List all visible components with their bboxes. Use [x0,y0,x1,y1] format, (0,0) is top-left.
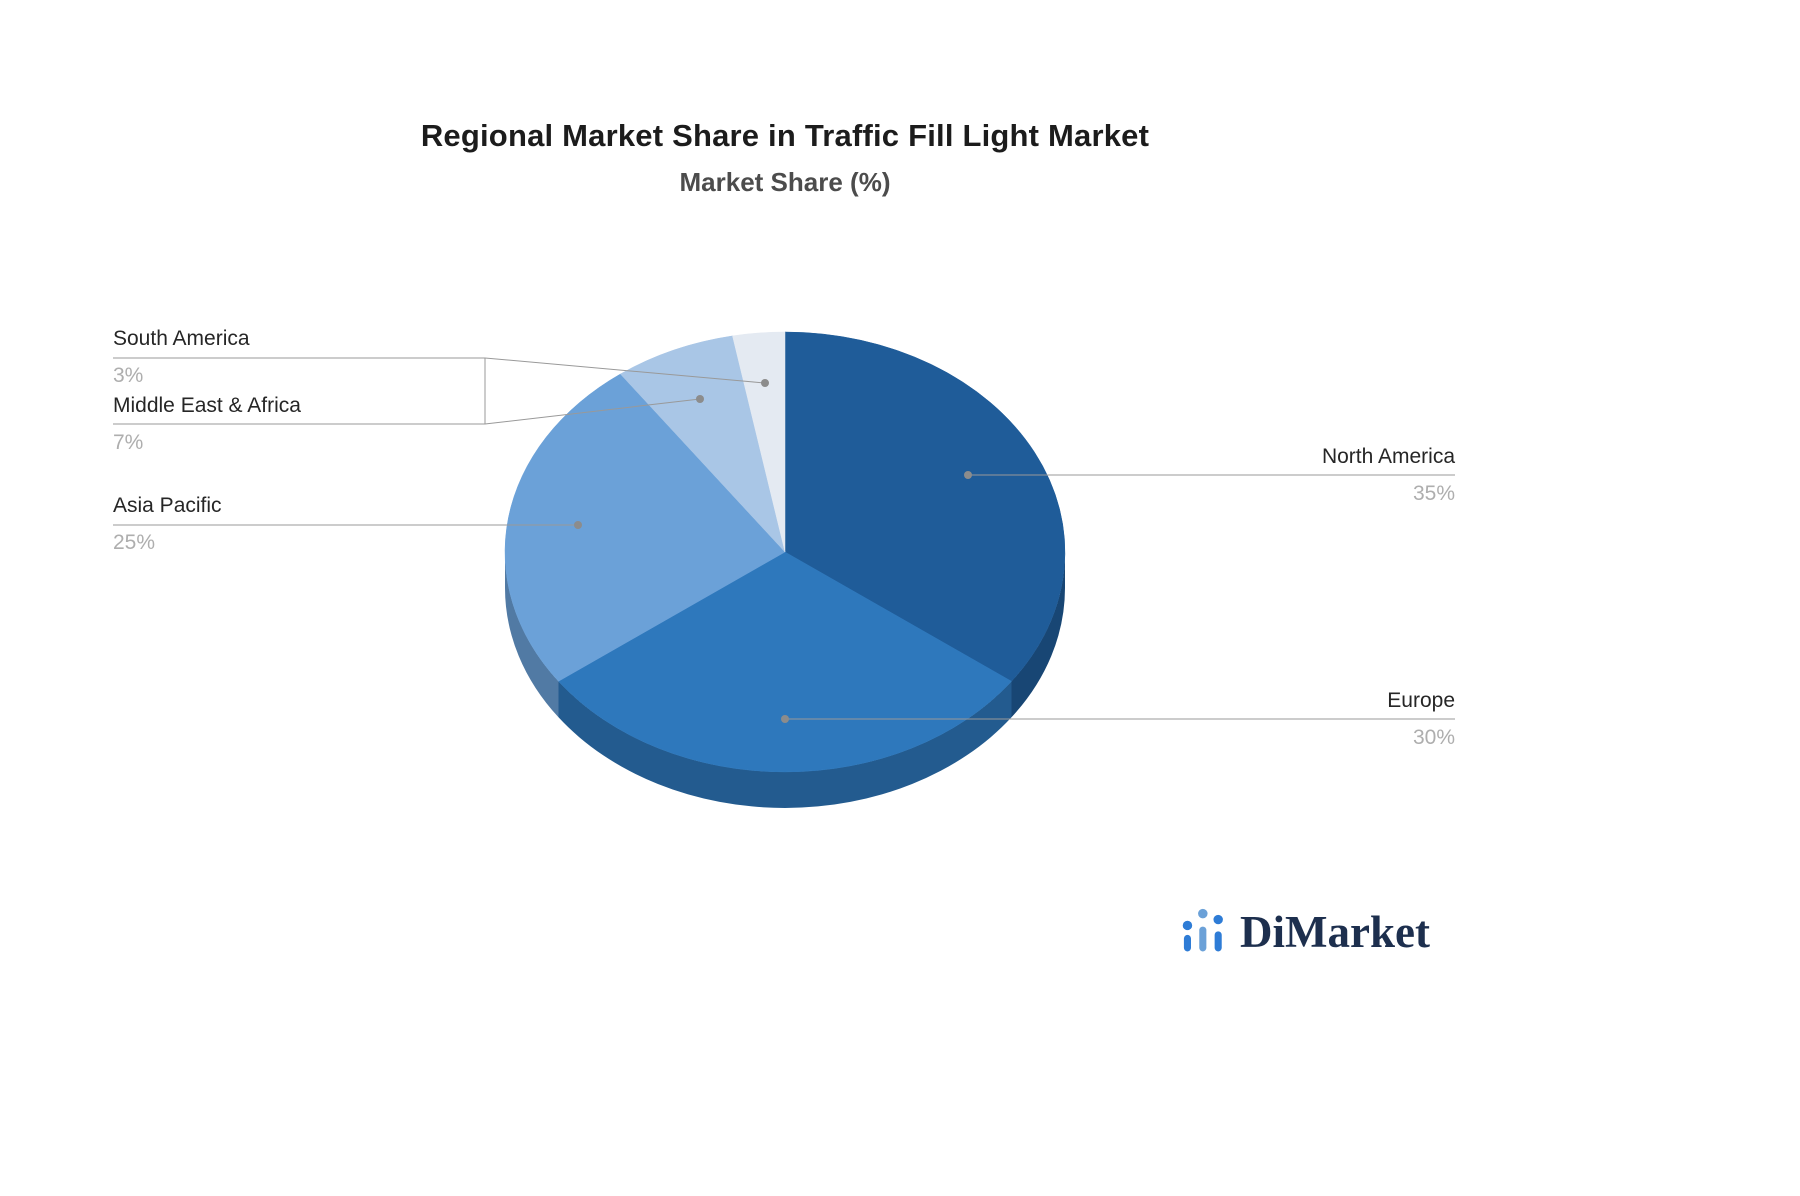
leader-dot-3 [696,395,704,403]
chart-title: Regional Market Share in Traffic Fill Li… [420,118,1150,153]
chart-subtitle: Market Share (%) [679,167,891,197]
dimarket-logo-text: DiMarket [1240,907,1430,957]
value-middle-east-africa: 7% [113,431,144,454]
leader-line-3 [113,398,701,425]
leader-dot-2 [574,521,582,529]
label-south-america: South America [113,327,250,350]
pie-slice-0 [784,331,1066,682]
pie-slice-side-0 [1011,552,1065,718]
label-north-america: North America [1321,445,1455,468]
value-north-america: 35% [1412,482,1455,505]
dimarket-logo: DiMarket [1178,903,1430,955]
value-south-america: 3% [113,364,144,387]
pie-slice-2 [504,373,786,682]
bar-chart-dots-icon [1182,908,1223,952]
pie-slice-side-1 [558,681,1012,808]
leader-dot-4 [761,379,769,387]
label-europe: Europe [1387,689,1455,712]
pie-slice-4 [732,331,786,553]
pie-slice-side-2 [505,552,559,718]
label-asia-pacific: Asia Pacific [113,494,222,517]
leader-line-4 [113,357,766,384]
pie-slice-3 [620,335,786,553]
label-middle-east-africa: Middle East & Africa [113,394,301,417]
leader-dot-0 [964,471,972,479]
value-europe: 30% [1412,726,1455,749]
leader-dot-1 [781,715,789,723]
value-asia-pacific: 25% [113,531,156,554]
pie-slice-1 [558,551,1012,773]
